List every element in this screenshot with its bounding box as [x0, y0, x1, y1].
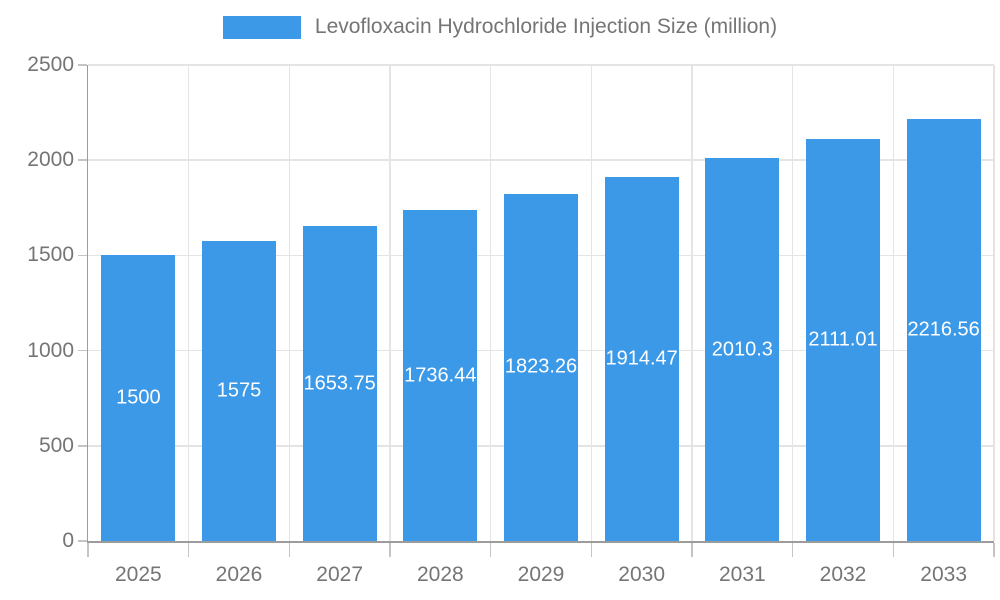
- x-axis-label: 2028: [416, 563, 464, 586]
- x-tick-mark: [389, 543, 391, 557]
- legend-label: Levofloxacin Hydrochloride Injection Siz…: [314, 15, 778, 38]
- x-axis-label: 2029: [517, 563, 565, 586]
- bar-value-label: 1500: [116, 386, 161, 409]
- x-axis-label: 2030: [618, 563, 666, 586]
- x-axis-label: 2033: [920, 563, 968, 586]
- y-gridline: [88, 64, 994, 66]
- x-gridline: [389, 65, 391, 541]
- bar-value-label: 2010.3: [711, 338, 773, 361]
- bar-2033[interactable]: 2216.56: [906, 118, 981, 541]
- x-axis-label: 2027: [316, 563, 364, 586]
- bar-value-label: 1914.47: [605, 347, 678, 370]
- bar-value-label: 1653.75: [303, 372, 376, 395]
- y-tick-mark: [78, 64, 87, 66]
- bar-2026[interactable]: 1575: [202, 241, 276, 541]
- bar-2025[interactable]: 1500: [101, 255, 176, 541]
- x-tick-mark: [187, 543, 190, 557]
- y-axis-label: 1500: [27, 243, 74, 267]
- bar-2032[interactable]: 2111.01: [806, 139, 880, 541]
- y-axis-label: 2000: [27, 148, 74, 172]
- y-gridline: [88, 159, 994, 161]
- y-tick-mark: [78, 254, 87, 257]
- x-tick-mark: [87, 543, 89, 557]
- x-gridline: [691, 65, 693, 541]
- bar-value-label: 2216.56: [907, 318, 980, 341]
- x-tick-mark: [892, 543, 895, 557]
- x-gridline: [187, 65, 190, 541]
- x-tick-mark: [288, 543, 291, 557]
- y-tick-mark: [78, 445, 87, 447]
- y-tick-mark: [78, 540, 87, 542]
- x-gridline: [993, 65, 995, 541]
- x-axis-label: 2025: [114, 563, 162, 586]
- bar-value-label: 2111.01: [808, 328, 878, 351]
- x-tick-mark: [791, 543, 794, 557]
- x-axis-label: 2031: [718, 563, 766, 586]
- y-axis-label: 500: [38, 433, 74, 457]
- y-axis-label: 2500: [27, 53, 74, 76]
- bar-value-label: 1575: [216, 379, 262, 402]
- x-tick-mark: [489, 543, 492, 557]
- x-gridline: [288, 65, 291, 541]
- x-gridline: [791, 65, 794, 541]
- plot-area: 0 500 1000 1500 2000 2500 2025 2026 2027 2028 2029…: [27, 53, 995, 586]
- bar-2028[interactable]: 1736.44: [403, 210, 478, 541]
- x-gridline: [489, 65, 492, 541]
- x-gridline: [590, 65, 593, 541]
- x-tick-mark: [691, 543, 693, 557]
- y-axis-label: 1000: [27, 338, 74, 362]
- x-tick-mark: [590, 543, 593, 557]
- x-gridline: [892, 65, 895, 541]
- x-axis-label: 2026: [215, 563, 263, 586]
- x-axis-label: 2032: [819, 563, 867, 586]
- bar-value-label: 1736.44: [404, 364, 477, 387]
- legend[interactable]: Levofloxacin Hydrochloride Injection Siz…: [0, 15, 1000, 39]
- y-tick-mark: [78, 159, 87, 161]
- x-tick-mark: [993, 543, 995, 557]
- bar-2027[interactable]: 1653.75: [302, 226, 377, 541]
- bar-2030[interactable]: 1914.47: [604, 176, 679, 541]
- y-tick-mark: [78, 349, 87, 352]
- bar-2031[interactable]: 2010.3: [705, 158, 780, 541]
- legend-swatch: [222, 15, 301, 39]
- bar-2029[interactable]: 1823.26: [504, 193, 578, 541]
- y-axis-label: 0: [62, 529, 74, 552]
- bar-value-label: 1823.26: [504, 355, 578, 378]
